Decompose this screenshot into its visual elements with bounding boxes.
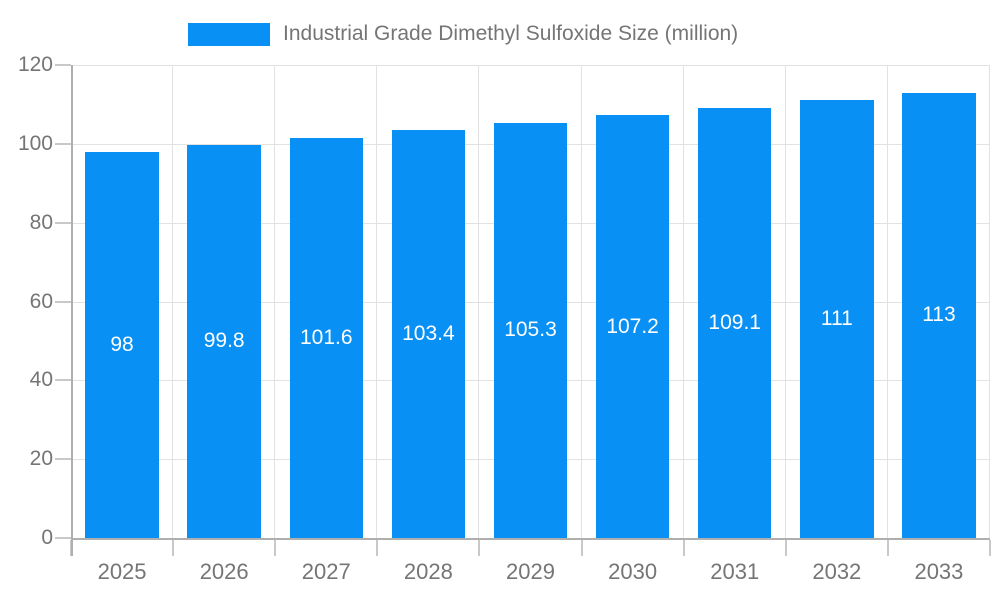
y-axis-labels: 0 20 40 60 80 100 120 bbox=[0, 53, 53, 549]
v-gridline bbox=[172, 65, 174, 538]
x-tick bbox=[989, 540, 991, 556]
v-gridline bbox=[376, 65, 378, 538]
y-tick bbox=[55, 537, 71, 539]
y-tick bbox=[55, 379, 71, 382]
v-gridline bbox=[478, 65, 480, 538]
bar-value-label: 101.6 bbox=[299, 325, 353, 349]
x-tick-label: 2029 bbox=[506, 559, 555, 584]
bar: 109.1 bbox=[697, 107, 772, 538]
x-axis-ticks bbox=[70, 540, 991, 556]
legend-label: Industrial Grade Dimethyl Sulfoxide Size… bbox=[283, 22, 739, 45]
x-axis-line bbox=[71, 538, 990, 540]
plot-area: 98 99.8 101.6 103.4 105.3 107.2 109.1 111 113 bbox=[71, 65, 990, 538]
x-axis-labels: 2025 2026 2027 2028 2029 2030 2031 2032 2033 bbox=[71, 559, 990, 585]
x-tick bbox=[172, 540, 175, 556]
bar: 99.8 bbox=[187, 144, 261, 538]
bar-value-label: 105.3 bbox=[504, 318, 557, 342]
y-tick-label: 80 bbox=[29, 210, 53, 234]
x-tick-label: 2026 bbox=[199, 559, 249, 584]
x-tick-label: 2025 bbox=[97, 559, 147, 584]
x-tick-label: 2032 bbox=[812, 559, 862, 584]
bar-value-label: 98 bbox=[110, 332, 134, 356]
bar: 103.4 bbox=[391, 130, 466, 538]
bar-group: 107.2 bbox=[582, 65, 684, 538]
x-tick-label: 2027 bbox=[301, 559, 351, 584]
v-gridline bbox=[580, 65, 582, 538]
y-tick bbox=[55, 64, 71, 66]
x-tick-label: 2030 bbox=[608, 559, 658, 584]
y-tick bbox=[55, 300, 71, 303]
x-tick bbox=[784, 540, 787, 556]
y-tick-label: 0 bbox=[41, 526, 53, 549]
bar: 101.6 bbox=[289, 137, 364, 538]
x-tick-label: 2028 bbox=[403, 559, 453, 584]
x-tick bbox=[682, 540, 685, 556]
y-tick bbox=[55, 142, 71, 145]
bar: 113 bbox=[902, 92, 976, 538]
y-tick-label: 100 bbox=[17, 131, 53, 155]
v-gridline bbox=[886, 65, 888, 538]
bar-value-label: 107.2 bbox=[606, 314, 659, 338]
bar-group: 109.1 bbox=[684, 65, 786, 538]
legend-swatch bbox=[188, 22, 270, 46]
bar-value-label: 113 bbox=[922, 303, 956, 327]
bar-group: 111 bbox=[786, 65, 888, 538]
bar-group: 103.4 bbox=[377, 65, 479, 538]
bar-group: 105.3 bbox=[479, 65, 581, 538]
v-gridline bbox=[682, 65, 684, 538]
h-gridline bbox=[71, 65, 990, 66]
y-tick-label: 120 bbox=[17, 53, 53, 76]
bar-group: 99.8 bbox=[173, 65, 275, 538]
v-gridline bbox=[784, 65, 786, 538]
bar: 98 bbox=[85, 151, 159, 538]
bar: 111 bbox=[800, 100, 874, 538]
bar-group: 101.6 bbox=[275, 65, 377, 538]
v-gridline bbox=[989, 65, 990, 538]
bar-value-label: 103.4 bbox=[402, 322, 455, 346]
y-tick bbox=[55, 458, 71, 461]
x-tick bbox=[376, 540, 379, 556]
v-gridline bbox=[274, 65, 276, 538]
x-tick bbox=[580, 540, 583, 556]
y-tick-label: 20 bbox=[29, 447, 53, 471]
bar-group: 113 bbox=[888, 65, 990, 538]
y-tick-label: 40 bbox=[29, 368, 53, 392]
y-axis-ticks bbox=[55, 64, 71, 539]
y-axis-line bbox=[71, 65, 73, 556]
y-tick-label: 60 bbox=[29, 289, 53, 313]
x-tick-label: 2031 bbox=[710, 559, 760, 584]
bar-group: 98 bbox=[71, 65, 173, 538]
bar-value-label: 99.8 bbox=[203, 329, 245, 353]
bar-value-label: 111 bbox=[820, 307, 853, 331]
x-tick-label: 2033 bbox=[914, 559, 964, 584]
legend: Industrial Grade Dimethyl Sulfoxide Size… bbox=[188, 22, 738, 46]
x-tick bbox=[274, 540, 277, 556]
bar: 107.2 bbox=[595, 115, 670, 538]
bar-value-label: 109.1 bbox=[708, 310, 761, 334]
x-tick bbox=[478, 540, 481, 556]
x-tick bbox=[886, 540, 889, 556]
y-tick bbox=[55, 221, 71, 224]
bars: 98 99.8 101.6 103.4 105.3 107.2 109.1 111 113 bbox=[71, 65, 990, 538]
bar: 105.3 bbox=[493, 122, 568, 538]
